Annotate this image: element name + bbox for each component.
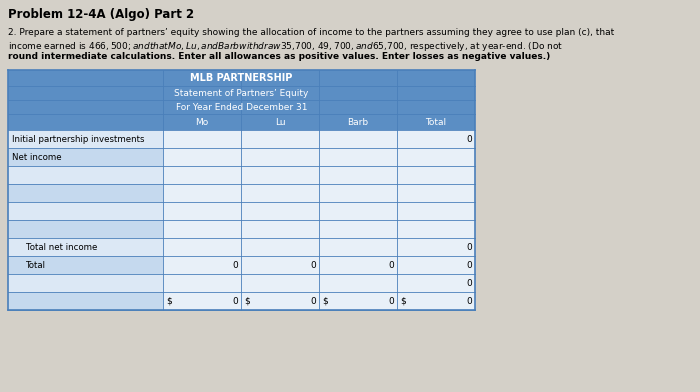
Bar	[241, 166, 319, 184]
Bar	[241, 292, 319, 310]
Text: $: $	[166, 296, 172, 305]
Bar	[241, 238, 319, 256]
Bar	[163, 130, 241, 148]
Bar	[319, 202, 397, 220]
Text: Total: Total	[26, 261, 46, 270]
Text: Initial partnership investments: Initial partnership investments	[12, 134, 144, 143]
Bar	[319, 220, 397, 238]
Text: Statement of Partners’ Equity: Statement of Partners’ Equity	[174, 89, 309, 98]
Text: 0: 0	[310, 296, 316, 305]
Bar	[397, 166, 475, 184]
Bar	[8, 238, 475, 256]
Bar	[397, 238, 475, 256]
Text: Barb: Barb	[347, 118, 369, 127]
Bar	[397, 130, 475, 148]
Bar	[8, 86, 475, 100]
Bar	[8, 70, 475, 86]
Bar	[319, 184, 397, 202]
Bar	[163, 220, 241, 238]
Bar	[163, 148, 241, 166]
Bar	[163, 292, 241, 310]
Text: Mo: Mo	[195, 118, 209, 127]
Text: MLB PARTNERSHIP: MLB PARTNERSHIP	[190, 73, 293, 83]
Text: 0: 0	[232, 261, 238, 270]
Bar	[241, 202, 319, 220]
Text: 0: 0	[232, 296, 238, 305]
Bar	[319, 148, 397, 166]
Bar	[397, 202, 475, 220]
Text: 0: 0	[466, 296, 472, 305]
Bar	[241, 184, 319, 202]
Text: Problem 12-4A (Algo) Part 2: Problem 12-4A (Algo) Part 2	[8, 8, 194, 21]
Bar	[397, 184, 475, 202]
Bar	[163, 166, 241, 184]
Text: 0: 0	[466, 261, 472, 270]
Bar	[8, 220, 475, 238]
Bar	[8, 166, 475, 184]
Bar	[319, 292, 397, 310]
Text: Net income: Net income	[12, 152, 62, 162]
Text: $: $	[244, 296, 250, 305]
Text: $: $	[400, 296, 406, 305]
Text: 0: 0	[389, 261, 394, 270]
Bar	[8, 274, 475, 292]
Bar	[8, 148, 475, 166]
Bar	[397, 274, 475, 292]
Text: 0: 0	[466, 134, 472, 143]
Bar	[241, 274, 319, 292]
Text: For Year Ended December 31: For Year Ended December 31	[176, 102, 307, 111]
Bar	[319, 256, 397, 274]
Bar	[163, 184, 241, 202]
Text: $: $	[322, 296, 328, 305]
Bar	[8, 256, 475, 274]
Bar	[241, 220, 319, 238]
Bar	[397, 220, 475, 238]
Text: 0: 0	[389, 296, 394, 305]
Text: 2. Prepare a statement of partners’ equity showing the allocation of income to t: 2. Prepare a statement of partners’ equi…	[8, 28, 615, 37]
Bar	[241, 148, 319, 166]
Bar	[8, 100, 475, 114]
Bar	[319, 130, 397, 148]
Text: 0: 0	[466, 243, 472, 252]
Bar	[319, 238, 397, 256]
Bar	[319, 274, 397, 292]
Text: Lu: Lu	[274, 118, 286, 127]
Bar	[319, 166, 397, 184]
Text: Total: Total	[426, 118, 447, 127]
Text: Total net income: Total net income	[26, 243, 97, 252]
Bar	[163, 256, 241, 274]
Bar	[241, 130, 319, 148]
Text: 0: 0	[466, 278, 472, 287]
Bar	[397, 256, 475, 274]
Text: 0: 0	[310, 261, 316, 270]
Bar	[8, 130, 475, 148]
Bar	[397, 148, 475, 166]
Text: income earned is $466,500; and that Mo, Lu, and Barb withdraw $35,700, $49,700, : income earned is $466,500; and that Mo, …	[8, 40, 563, 53]
Bar	[8, 184, 475, 202]
Bar	[8, 114, 475, 130]
Bar	[397, 292, 475, 310]
Bar	[8, 202, 475, 220]
Text: round intermediate calculations. Enter all allowances as positive values. Enter : round intermediate calculations. Enter a…	[8, 52, 550, 61]
Bar	[163, 202, 241, 220]
Bar	[241, 256, 319, 274]
Bar	[163, 274, 241, 292]
Bar	[163, 238, 241, 256]
Bar	[8, 292, 475, 310]
